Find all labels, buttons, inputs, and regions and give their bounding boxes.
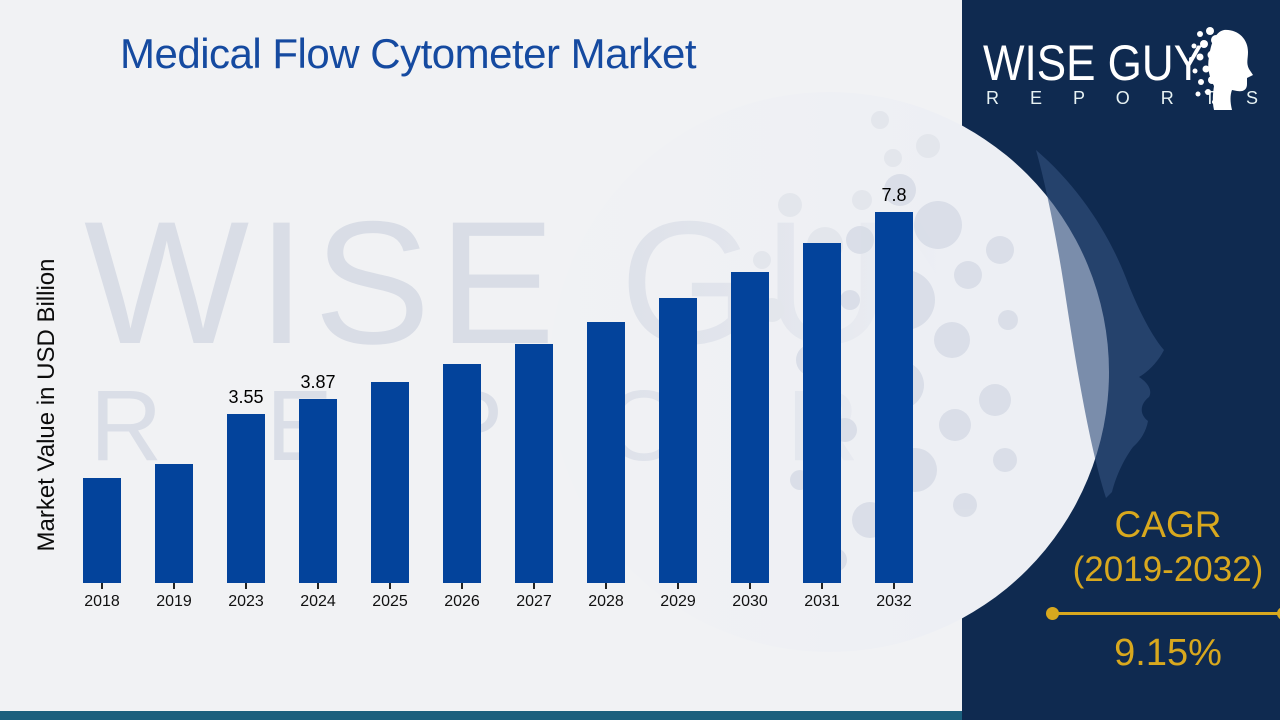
x-tick (605, 583, 607, 589)
bar-2027 (515, 344, 553, 583)
bar-group-2023: 3.55 (227, 387, 265, 583)
cagr-label: CAGR (1114, 504, 1222, 545)
x-tick (317, 583, 319, 589)
x-axis-cell-2030: 2030 (731, 583, 769, 611)
x-axis-cell-2019: 2019 (155, 583, 193, 611)
bar-group-2027 (515, 317, 553, 583)
bar-2025 (371, 382, 409, 583)
bar-2019 (155, 464, 193, 583)
bar-2026 (443, 364, 481, 583)
bar-group-2025 (371, 355, 409, 583)
bar-value-label: 3.87 (300, 372, 336, 392)
bar-value-label: 7.8 (881, 185, 907, 205)
x-tick-label: 2029 (660, 593, 696, 610)
x-axis-cell-2029: 2029 (659, 583, 697, 611)
x-axis-cell-2025: 2025 (371, 583, 409, 611)
bar-2031 (803, 243, 841, 583)
x-axis-cell-2032: 2032 (875, 583, 913, 611)
x-tick (461, 583, 463, 589)
x-tick-label: 2018 (84, 593, 120, 610)
bar-group-2032: 7.8 (875, 185, 913, 583)
logo-face-icon (1189, 27, 1253, 111)
cagr-value: 9.15% (1114, 632, 1222, 674)
x-tick (893, 583, 895, 589)
x-axis-cell-2026: 2026 (443, 583, 481, 611)
chart-title: Medical Flow Cytometer Market (120, 30, 696, 77)
x-tick-label: 2026 (444, 593, 480, 610)
cagr-block: CAGR (2019-2032) 9.15% (1040, 506, 1280, 672)
bar-group-2031 (803, 216, 841, 583)
bar-2018 (83, 478, 121, 583)
bar-2028 (587, 322, 625, 583)
y-axis-label: Market Value in USD Billion (33, 258, 60, 552)
x-tick (389, 583, 391, 589)
x-tick-label: 2032 (876, 593, 912, 610)
x-tick (173, 583, 175, 589)
bar-value-label: 3.55 (228, 387, 264, 407)
x-tick-label: 2028 (588, 593, 624, 610)
bar-2032 (875, 212, 913, 583)
x-tick (749, 583, 751, 589)
bar-group-2026 (443, 337, 481, 583)
bar-group-2018 (83, 451, 121, 583)
x-axis-cell-2031: 2031 (803, 583, 841, 611)
x-axis-cell-2027: 2027 (515, 583, 553, 611)
x-tick-label: 2025 (372, 593, 408, 610)
x-tick-label: 2027 (516, 593, 552, 610)
x-axis-cell-2024: 2024 (299, 583, 337, 611)
x-axis-cell-2028: 2028 (587, 583, 625, 611)
x-tick (101, 583, 103, 589)
bar-group-2024: 3.87 (299, 372, 337, 583)
x-axis-cell-2018: 2018 (83, 583, 121, 611)
cagr-line-right-dot (1277, 607, 1280, 620)
x-tick-label: 2030 (732, 593, 768, 610)
x-tick-label: 2019 (156, 593, 192, 610)
x-tick-label: 2024 (300, 593, 336, 610)
cagr-underline (1046, 607, 1280, 620)
bar-2029 (659, 298, 697, 583)
bar-group-2028 (587, 295, 625, 583)
x-axis: 2018 2019 2023 2024 2025 2026 2027 2028 2029 2030… (83, 583, 913, 611)
bar-2024 (299, 399, 337, 583)
x-tick (821, 583, 823, 589)
x-tick-label: 2031 (804, 593, 840, 610)
bar-group-2030 (731, 245, 769, 583)
bars-area: 3.55 3.87 7.8 (83, 183, 913, 583)
x-axis-cell-2023: 2023 (227, 583, 265, 611)
bottom-accent-strip (0, 711, 1280, 720)
bar-2023 (227, 414, 265, 583)
bar-group-2019 (155, 437, 193, 583)
cagr-range: (2019-2032) (1072, 550, 1264, 589)
x-tick (245, 583, 247, 589)
x-tick (677, 583, 679, 589)
logo-wordmark: WISE GUY (983, 35, 1204, 91)
cagr-line-left-dot (1046, 607, 1059, 620)
bar-2030 (731, 272, 769, 583)
bar-group-2029 (659, 271, 697, 583)
x-tick (533, 583, 535, 589)
x-tick-label: 2023 (228, 593, 264, 610)
